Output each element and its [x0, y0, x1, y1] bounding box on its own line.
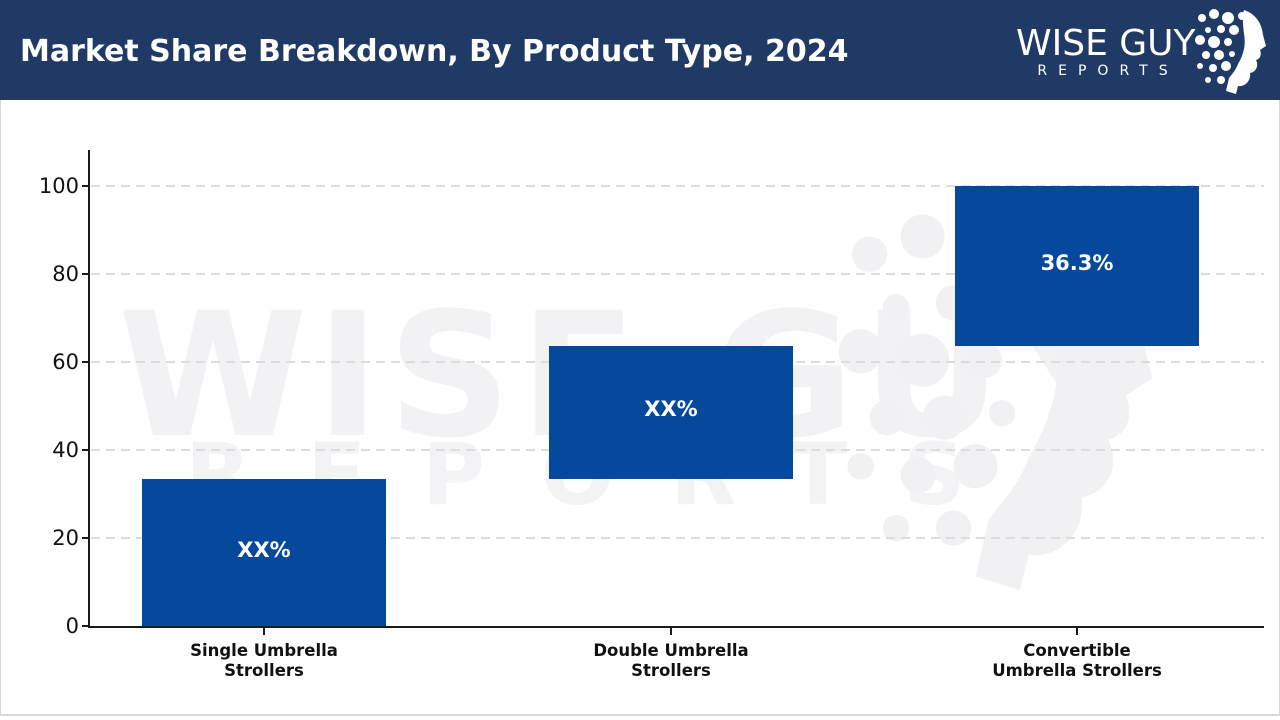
bar-1 [142, 479, 386, 626]
gridline [91, 537, 1264, 539]
logo-wordmark: WISE GUY [1016, 23, 1196, 64]
chart-title: Market Share Breakdown, By Product Type,… [20, 34, 849, 69]
x-tick-mark [1076, 628, 1078, 635]
y-tick-mark [82, 625, 89, 627]
y-tick-label: 0 [65, 614, 79, 638]
y-tick-mark [82, 449, 89, 451]
y-axis-line [88, 150, 90, 628]
logo-text: WISE GUY REPORTS [1016, 23, 1196, 80]
y-tick-label: 40 [52, 438, 79, 462]
header-bar: Market Share Breakdown, By Product Type,… [0, 0, 1280, 100]
gridline [91, 273, 1264, 275]
x-category-label: Convertible Umbrella Strollers [917, 641, 1237, 681]
x-category-label-line: Single Umbrella [190, 641, 338, 660]
bar-value-label: 36.3% [1040, 250, 1114, 275]
y-tick-label: 80 [52, 262, 79, 286]
bar-value-label: XX% [644, 397, 698, 422]
y-tick-label: 20 [52, 526, 79, 550]
y-tick-mark [82, 361, 89, 363]
y-tick-mark [82, 537, 89, 539]
x-tick-mark [263, 628, 265, 635]
logo-dot-face-icon [1195, 9, 1266, 94]
x-category-label-line: Convertible [1023, 641, 1131, 660]
x-category-label-line: Double Umbrella [593, 641, 749, 660]
x-category-label: Double Umbrella Strollers [511, 641, 831, 681]
y-tick-label: 60 [52, 350, 79, 374]
bar-value-label: XX% [237, 537, 291, 562]
x-axis-line [88, 626, 1264, 628]
bar-3 [955, 186, 1199, 346]
gridline [91, 185, 1264, 187]
y-tick-mark [82, 273, 89, 275]
x-category-label: Single Umbrella Strollers [104, 641, 424, 681]
y-tick-label: 100 [38, 174, 79, 198]
logo-subtitle: REPORTS [1037, 63, 1179, 79]
x-category-label-line: Strollers [224, 661, 304, 680]
wise-guy-logo: WISE GUY REPORTS [1016, 4, 1266, 96]
x-tick-mark [670, 628, 672, 635]
x-category-label-line: Umbrella Strollers [992, 661, 1162, 680]
y-tick-mark [82, 185, 89, 187]
x-category-label-line: Strollers [631, 661, 711, 680]
bar-2 [549, 345, 793, 480]
